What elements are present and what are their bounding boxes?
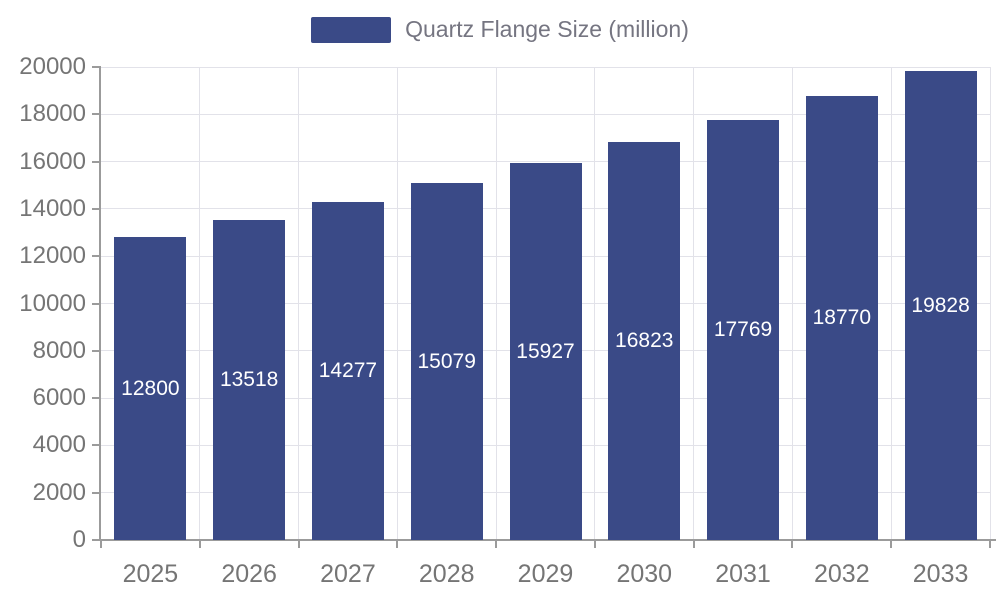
y-axis-tick <box>92 302 101 305</box>
bar-value-label: 12800 <box>121 376 180 400</box>
y-tick-label: 6000 <box>32 384 86 412</box>
y-axis-tick <box>92 444 101 447</box>
x-gridline <box>693 67 695 540</box>
y-axis-tick <box>92 113 101 116</box>
bar-2029[interactable] <box>509 163 582 540</box>
x-gridline <box>495 67 497 540</box>
legend-swatch <box>311 16 392 43</box>
y-tick-label: 8000 <box>32 336 86 364</box>
y-tick-label: 18000 <box>19 100 86 128</box>
bar-2033[interactable] <box>904 71 977 540</box>
x-tick-label: 2030 <box>616 560 673 588</box>
bar-value-label: 16823 <box>615 329 674 353</box>
y-axis-tick <box>92 349 101 352</box>
x-tick-label: 2033 <box>912 560 969 588</box>
x-gridline <box>396 67 398 540</box>
y-tick-label: 2000 <box>32 478 86 506</box>
bar-2028[interactable] <box>410 183 483 540</box>
y-tick-label: 10000 <box>19 289 86 317</box>
y-tick-label: 14000 <box>19 194 86 222</box>
y-gridline <box>101 66 990 68</box>
y-axis-tick <box>92 539 101 541</box>
bar-2032[interactable] <box>805 96 878 540</box>
x-tick-label: 2026 <box>221 560 277 588</box>
y-axis-line <box>99 67 101 540</box>
bar-2030[interactable] <box>608 142 681 540</box>
x-tick-label: 2028 <box>418 560 475 588</box>
bar-2025[interactable] <box>114 237 187 540</box>
bar-value-label: 17769 <box>713 317 773 341</box>
y-tick-label: 4000 <box>32 431 86 459</box>
x-axis-tick <box>791 540 794 548</box>
bar-2031[interactable] <box>707 119 780 540</box>
bar-value-label: 13518 <box>219 368 279 392</box>
legend[interactable]: Quartz Flange Size (million) <box>0 16 1000 43</box>
bar-2027[interactable] <box>311 202 384 540</box>
bar-value-label: 19828 <box>911 293 970 317</box>
y-axis-tick <box>92 207 101 210</box>
y-axis-tick <box>92 255 101 258</box>
x-axis-tick <box>198 540 201 548</box>
x-axis-tick <box>396 540 399 548</box>
x-tick-label: 2025 <box>122 560 179 588</box>
x-gridline <box>791 67 793 540</box>
bar-value-label: 14277 <box>318 359 378 383</box>
x-axis-tick <box>890 540 893 548</box>
bar-2026[interactable] <box>213 220 286 540</box>
x-tick-label: 2031 <box>715 560 771 588</box>
x-gridline <box>298 67 300 540</box>
x-axis-tick <box>495 540 498 548</box>
y-axis-tick <box>92 160 101 163</box>
x-axis-tick <box>692 540 695 548</box>
bar-value-label: 15927 <box>516 339 575 363</box>
y-axis-tick <box>92 397 101 400</box>
x-tick-label: 2029 <box>517 560 574 588</box>
x-axis-tick <box>593 540 596 548</box>
x-gridline <box>594 67 596 540</box>
y-tick-label: 12000 <box>19 242 86 270</box>
y-axis-tick <box>92 491 101 494</box>
x-axis-tick <box>100 540 102 548</box>
bar-value-label: 18770 <box>812 306 872 330</box>
x-axis-tick <box>297 540 300 548</box>
x-gridline <box>199 67 201 540</box>
y-tick-label: 0 <box>72 526 86 553</box>
x-axis-line <box>99 539 996 541</box>
y-tick-label: 16000 <box>19 147 86 175</box>
legend-label: Quartz Flange Size (million) <box>405 16 689 42</box>
bar-value-label: 15079 <box>417 349 476 373</box>
x-tick-label: 2032 <box>814 560 870 588</box>
x-axis-tick <box>989 540 991 548</box>
y-tick-label: 20000 <box>19 53 86 80</box>
x-tick-label: 2027 <box>320 560 376 588</box>
y-axis-tick <box>92 66 101 68</box>
